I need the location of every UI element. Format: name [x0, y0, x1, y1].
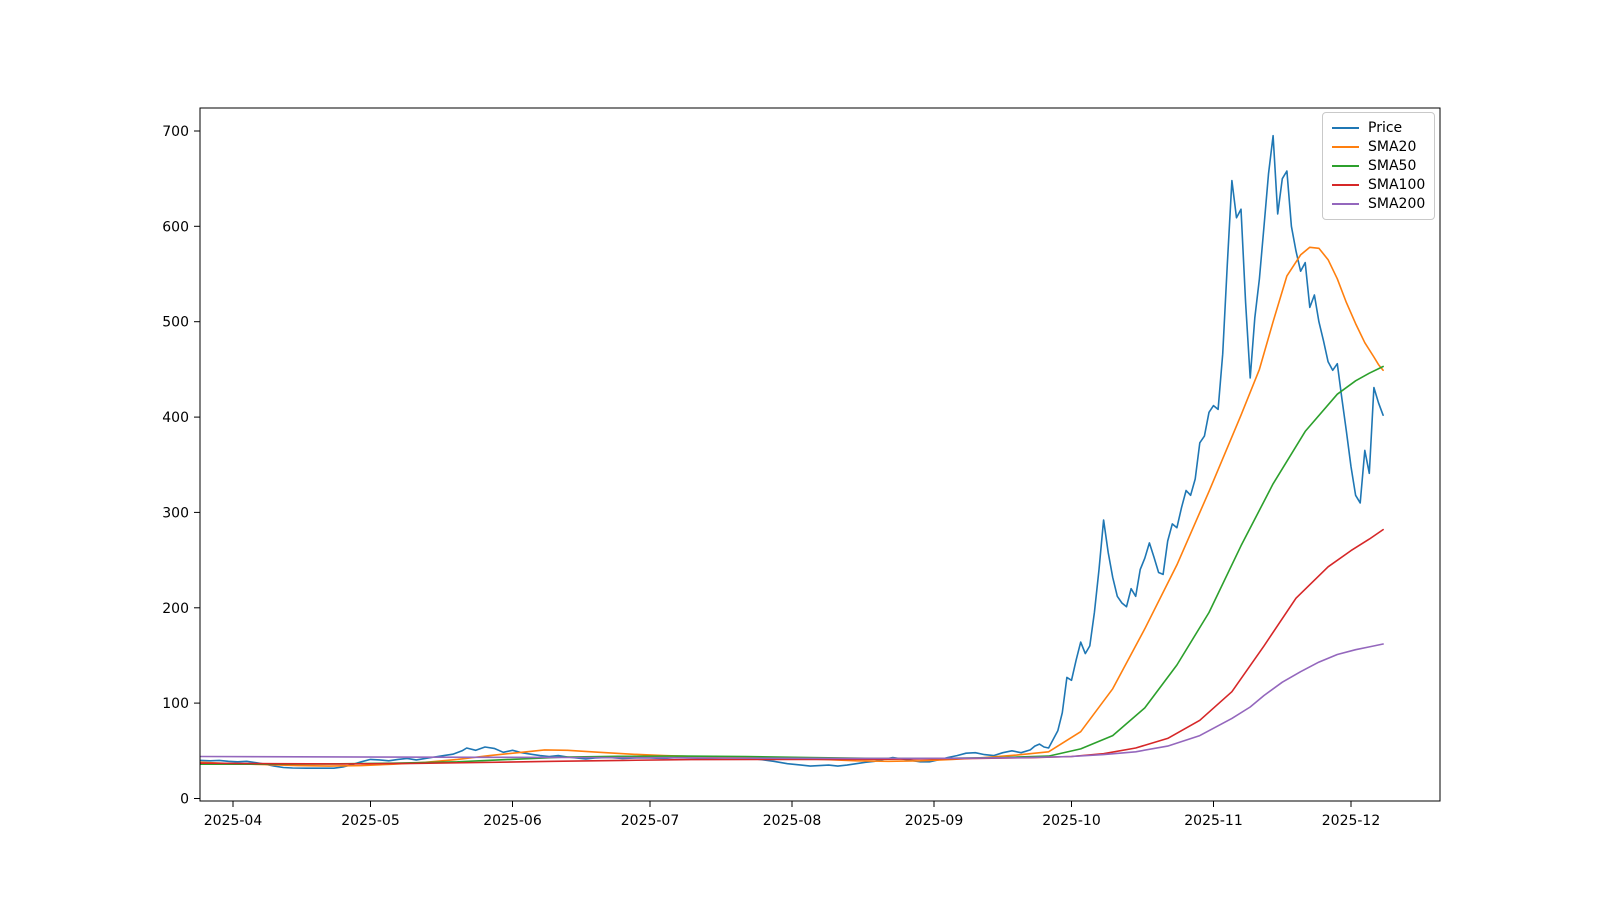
sma100-line-sample-icon	[1332, 184, 1359, 187]
axes-frame	[199, 107, 1441, 802]
x-tick-label: 2025-10	[1042, 813, 1101, 829]
legend-item-sma50: SMA50	[1332, 156, 1426, 175]
legend-label-price: Price	[1368, 119, 1403, 136]
sma20-line-sample-icon	[1332, 145, 1359, 148]
sma200-line-sample-icon	[1332, 203, 1359, 206]
series-layer	[200, 134, 1384, 770]
x-tick-label: 2025-12	[1322, 813, 1381, 829]
x-tick-label: 2025-05	[341, 813, 400, 829]
y-axis-ticks: 0 100 200 300 400 500 600 700	[162, 124, 200, 808]
legend-label-sma200: SMA200	[1368, 196, 1426, 213]
x-tick-label: 2025-07	[621, 813, 680, 829]
legend-label-sma20: SMA20	[1368, 138, 1417, 155]
y-tick-label: 200	[162, 601, 189, 617]
x-tick-label: 2025-11	[1184, 813, 1243, 829]
y-tick-label: 0	[180, 792, 189, 808]
legend-item-sma200: SMA200	[1332, 195, 1426, 214]
y-tick-label: 700	[162, 124, 189, 140]
x-tick-label: 2025-04	[204, 813, 263, 829]
legend-label-sma50: SMA50	[1368, 158, 1417, 174]
y-tick-label: 400	[162, 410, 189, 426]
sma50-line-sample-icon	[1332, 165, 1359, 167]
y-tick-label: 100	[162, 696, 189, 712]
x-tick-label: 2025-06	[483, 813, 542, 829]
legend: Price SMA20 SMA50 SMA100 SMA200	[1322, 112, 1435, 220]
price-line-sample-icon	[1332, 126, 1359, 129]
legend-item-sma20: SMA20	[1332, 137, 1426, 156]
series-line-sma100	[200, 528, 1384, 765]
y-tick-label: 300	[162, 505, 189, 521]
x-axis-ticks: 2025-04 2025-05 2025-06 2025-07 2025-08 2025-…	[204, 801, 1381, 829]
series-line-sma20	[200, 246, 1384, 767]
legend-item-price: Price	[1332, 118, 1426, 137]
series-line-sma200	[200, 643, 1384, 760]
y-tick-label: 600	[162, 219, 189, 235]
x-tick-label: 2025-09	[905, 813, 964, 829]
series-line-price	[200, 134, 1384, 770]
legend-item-sma100: SMA100	[1332, 176, 1426, 195]
x-tick-label: 2025-08	[763, 813, 822, 829]
y-tick-label: 500	[162, 315, 189, 331]
legend-label-sma100: SMA100	[1368, 177, 1426, 194]
